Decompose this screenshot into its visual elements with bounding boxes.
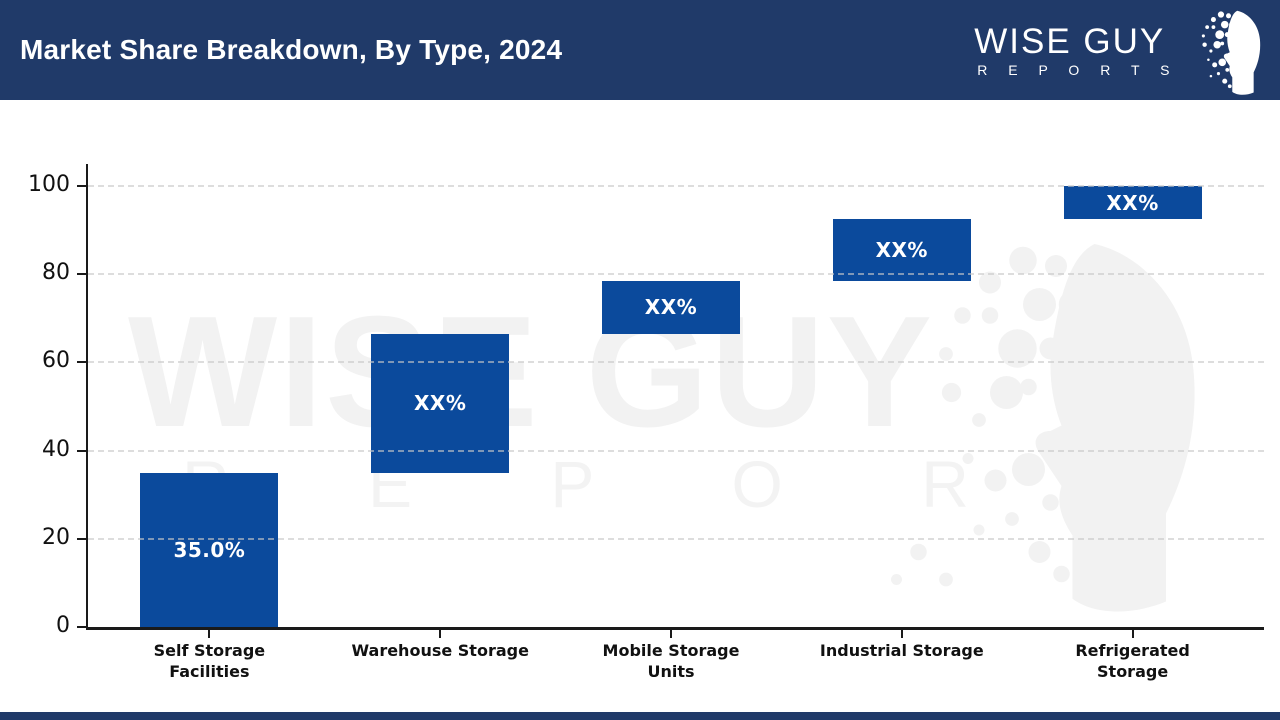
wise-guy-logo: WISE GUY R E P O R T S <box>974 7 1270 95</box>
gridline <box>88 537 1264 540</box>
bar: XX% <box>602 280 740 334</box>
logo-wordmark: WISE GUY <box>974 21 1166 61</box>
y-tick-label: 20 <box>42 524 70 550</box>
watermark-wordmark: WISE GUY <box>128 284 935 460</box>
bar-value-label: XX% <box>644 295 698 320</box>
bar-value-label: XX% <box>413 391 467 416</box>
x-tick-label: Warehouse Storage <box>351 641 529 660</box>
x-tick-label: Mobile Storage Units <box>602 641 740 681</box>
bar-value-label: 35.0% <box>173 537 246 562</box>
watermark-head-icon <box>891 244 1195 612</box>
y-tick-mark <box>77 185 86 188</box>
header: Market Share Breakdown, By Type, 2024 WI… <box>0 0 1280 100</box>
y-tick-mark <box>77 537 86 540</box>
gridline <box>88 449 1264 452</box>
y-tick-label: 60 <box>42 348 70 374</box>
bar-value-label: XX% <box>875 237 928 262</box>
bar: XX% <box>832 219 971 281</box>
bar: XX% <box>371 333 510 473</box>
y-tick-mark <box>77 273 86 276</box>
x-tick-mark <box>208 630 211 638</box>
y-tick-label: 80 <box>42 260 70 286</box>
y-tick-mark <box>77 361 86 364</box>
x-tick-label: Industrial Storage <box>819 641 984 660</box>
y-tick-mark <box>77 449 86 452</box>
y-axis-line <box>86 164 88 627</box>
y-tick-label: 100 <box>28 172 70 198</box>
wise-guy-head-icon <box>1201 10 1261 95</box>
x-tick-mark <box>670 630 672 638</box>
logo-subtitle: R E P O R T S <box>977 62 1178 79</box>
x-tick-mark <box>439 630 442 638</box>
bar: XX% <box>1063 186 1202 220</box>
bar: 35.0% <box>140 472 279 627</box>
gridline <box>88 273 1264 276</box>
x-tick-mark <box>900 630 903 638</box>
y-tick-label: 0 <box>56 613 70 638</box>
x-axis-line <box>86 627 1264 630</box>
y-tick-label: 40 <box>42 436 70 462</box>
x-tick-label: Self Storage Facilities <box>153 641 266 681</box>
page-title: Market Share Breakdown, By Type, 2024 <box>20 34 563 65</box>
gridline <box>88 185 1264 188</box>
footer-strip <box>0 712 1280 720</box>
bar-value-label: XX% <box>1106 190 1159 215</box>
x-tick-label: Refrigerated Storage <box>1075 641 1190 681</box>
x-tick-mark <box>1131 630 1134 638</box>
gridline <box>88 361 1264 364</box>
y-tick-mark <box>77 626 86 628</box>
